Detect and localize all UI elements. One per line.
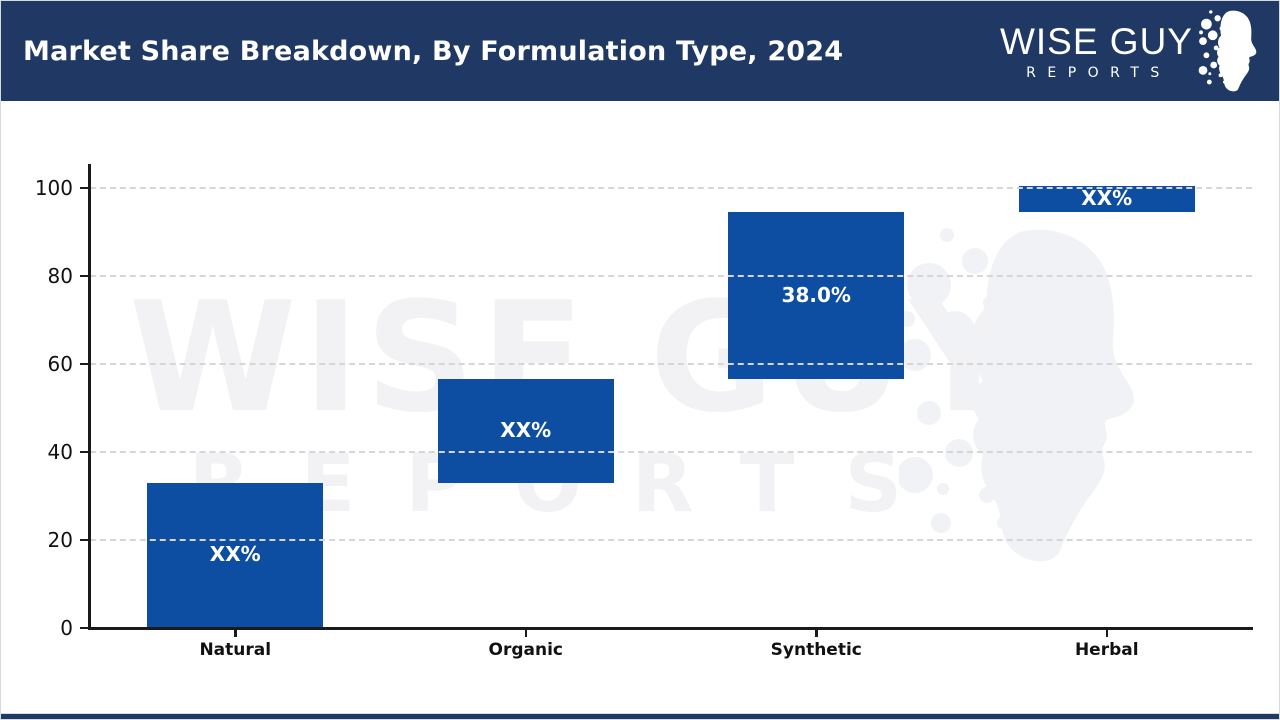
x-tick-mark (815, 629, 818, 637)
brand-logo-text: WISE GUY REPORTS (1000, 23, 1193, 80)
brand-name: WISE GUY (999, 20, 1193, 62)
x-tick-mark (234, 629, 237, 637)
bar-value-label: 38.0% (781, 282, 851, 307)
x-axis-spine (88, 627, 1253, 630)
x-tick-label-synthetic: Synthetic (770, 640, 862, 660)
y-tick-mark (80, 450, 89, 454)
bar-synthetic (728, 212, 905, 380)
page-title: Market Share Breakdown, By Formulation T… (23, 35, 844, 67)
y-tick-label: 100 (34, 176, 73, 200)
y-tick-mark (80, 186, 89, 190)
gridline (90, 539, 1252, 541)
y-tick-mark (80, 274, 89, 278)
y-tick-label: 40 (47, 440, 73, 464)
x-tick-label-natural: Natural (199, 640, 272, 660)
gridline (90, 187, 1252, 189)
bar-value-label: XX% (209, 542, 261, 567)
y-tick-mark (80, 626, 89, 630)
y-tick-mark (80, 538, 89, 542)
gridline (90, 363, 1252, 365)
y-tick-mark (80, 362, 89, 366)
brand-head-icon (1198, 10, 1257, 92)
bar-value-label: XX% (500, 418, 552, 443)
bar-herbal (1018, 185, 1195, 213)
y-tick-label: 20 (47, 528, 73, 552)
x-tick-label-herbal: Herbal (1074, 640, 1139, 660)
footer-bar (1, 713, 1279, 719)
y-tick-label: 60 (47, 352, 73, 376)
bar-value-label: XX% (1081, 186, 1133, 210)
x-tick-mark (524, 629, 527, 637)
bar-organic (437, 379, 614, 483)
gridline (90, 451, 1252, 453)
bar-natural (147, 482, 324, 628)
y-tick-label: 0 (60, 616, 73, 640)
brand-logo: WISE GUY REPORTS (1000, 9, 1267, 93)
x-tick-label-organic: Organic (488, 640, 563, 660)
brand-subname: REPORTS (1026, 64, 1171, 81)
y-axis-spine (88, 164, 91, 629)
x-tick-mark (1105, 629, 1108, 637)
header-bar: Market Share Breakdown, By Formulation T… (1, 1, 1279, 101)
gridline (90, 275, 1252, 277)
y-tick-label: 80 (47, 264, 73, 288)
